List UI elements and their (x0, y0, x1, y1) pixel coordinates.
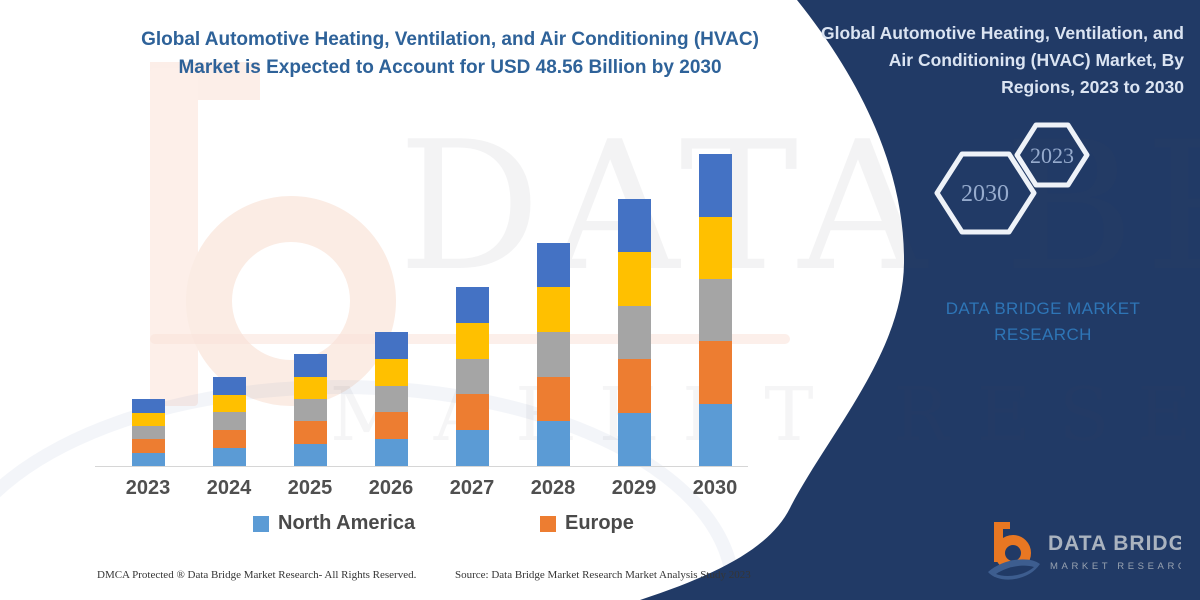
legend-label: North America (278, 512, 416, 534)
x-axis-label-2027: 2027 (449, 477, 495, 499)
bar-2025 (293, 354, 327, 466)
bar-segment-europe (455, 394, 489, 431)
bar-2026 (374, 331, 408, 466)
bar-segment-unlabeled-gray-region (131, 425, 165, 440)
x-axis-labels: 2023 2024 2025 2026 2027 2028 2029 2030 (95, 477, 748, 507)
bar-2023 (131, 399, 165, 466)
bar-segment-unlabeled-yellow-region (131, 412, 165, 426)
chart-title-line2: Market is Expected to Account for USD 48… (178, 57, 722, 79)
brand-text: DATA BRIDGE MARKET RESEARCH (928, 296, 1158, 347)
x-axis-label-2030: 2030 (692, 477, 738, 499)
bar-segment-unlabeled-yellow-region (698, 216, 732, 279)
hexagon-2030 (934, 151, 1037, 235)
bar-segment-europe (293, 421, 327, 444)
bar-segment-north-america (698, 403, 732, 466)
chart-title-line1: Global Automotive Heating, Ventilation, … (141, 29, 759, 50)
x-axis-label-2028: 2028 (530, 477, 576, 499)
bar-2029 (617, 198, 651, 466)
bar-segment-europe (617, 359, 651, 413)
bar-segment-unlabeled-blue-region (131, 399, 165, 413)
bar-segment-north-america (536, 421, 570, 466)
bar-2030 (698, 154, 732, 466)
legend-swatch-icon (253, 515, 269, 532)
bar-segment-north-america (617, 412, 651, 466)
bar-segment-unlabeled-gray-region (455, 358, 489, 395)
bar-segment-unlabeled-gray-region (617, 305, 651, 360)
x-axis-label-2029: 2029 (611, 477, 657, 499)
bar-segment-unlabeled-blue-region (455, 286, 489, 323)
year-hexagons: 2030 2023 (934, 122, 1090, 235)
bar-segment-north-america (131, 452, 165, 466)
bar-segment-north-america (455, 430, 489, 466)
bar-segment-europe (374, 412, 408, 440)
bar-segment-europe (698, 341, 732, 404)
bar-segment-north-america (293, 443, 327, 466)
bar-segment-unlabeled-gray-region (374, 385, 408, 413)
bar-segment-unlabeled-yellow-region (212, 394, 246, 413)
bar-segment-unlabeled-blue-region (374, 331, 408, 359)
bar-segment-unlabeled-gray-region (698, 278, 732, 342)
hexagon-2023-label: 2023 (1030, 143, 1074, 168)
logo-text-line2: MARKET RESEARCH (1050, 561, 1181, 572)
panel-title: Global Automotive Heating, Ventilation, … (821, 23, 1184, 98)
footer-dmca-text: DMCA Protected ® Data Bridge Market Rese… (97, 569, 417, 581)
bar-2028 (536, 242, 570, 466)
bar-2024 (212, 376, 246, 466)
data-bridge-logo: DATA BRIDGE MARKET RESEARCH (988, 522, 1181, 580)
watermark-logo-stem (150, 68, 198, 406)
bar-2027 (455, 286, 489, 466)
bar-segment-unlabeled-yellow-region (455, 322, 489, 359)
legend-label: Europe (565, 512, 634, 534)
bar-segment-unlabeled-gray-region (212, 412, 246, 431)
chart-legend: North America Europe (0, 512, 760, 542)
x-axis-label-2023: 2023 (125, 477, 171, 499)
bar-segment-unlabeled-blue-region (698, 154, 732, 217)
hexagon-2030-label: 2030 (961, 181, 1009, 207)
bar-segment-unlabeled-gray-region (536, 331, 570, 377)
bar-segment-unlabeled-blue-region (617, 198, 651, 253)
legend-item-north-america: North America (253, 512, 415, 535)
bar-segment-unlabeled-yellow-region (293, 376, 327, 400)
bar-segment-unlabeled-blue-region (293, 354, 327, 377)
brand-text-line2: RESEARCH (994, 324, 1092, 344)
bar-segment-unlabeled-yellow-region (617, 252, 651, 306)
bar-segment-unlabeled-blue-region (536, 242, 570, 288)
bar-segment-north-america (212, 448, 246, 466)
chart-title: Global Automotive Heating, Ventilation, … (90, 26, 810, 82)
x-axis-label-2024: 2024 (206, 477, 252, 499)
bar-segment-north-america (374, 439, 408, 466)
bar-segment-europe (131, 439, 165, 453)
legend-swatch-icon (540, 515, 556, 532)
bar-segment-unlabeled-yellow-region (536, 287, 570, 332)
footer-source-text: Source: Data Bridge Market Research Mark… (455, 569, 751, 581)
legend-item-europe: Europe (540, 512, 634, 535)
x-axis-label-2026: 2026 (368, 477, 414, 499)
brand-text-line1: DATA BRIDGE MARKET (945, 299, 1141, 318)
logo-swoosh-inner (996, 565, 1034, 576)
bar-segment-unlabeled-blue-region (212, 376, 246, 395)
bar-segment-europe (536, 376, 570, 422)
hexagon-2023 (1014, 122, 1090, 188)
bar-segment-europe (212, 430, 246, 449)
bar-segment-unlabeled-gray-region (293, 399, 327, 422)
logo-text-line1: DATA BRIDGE (1048, 532, 1181, 555)
stacked-bar-plot (95, 145, 748, 467)
bar-segment-unlabeled-yellow-region (374, 358, 408, 386)
x-axis-label-2025: 2025 (287, 477, 333, 499)
